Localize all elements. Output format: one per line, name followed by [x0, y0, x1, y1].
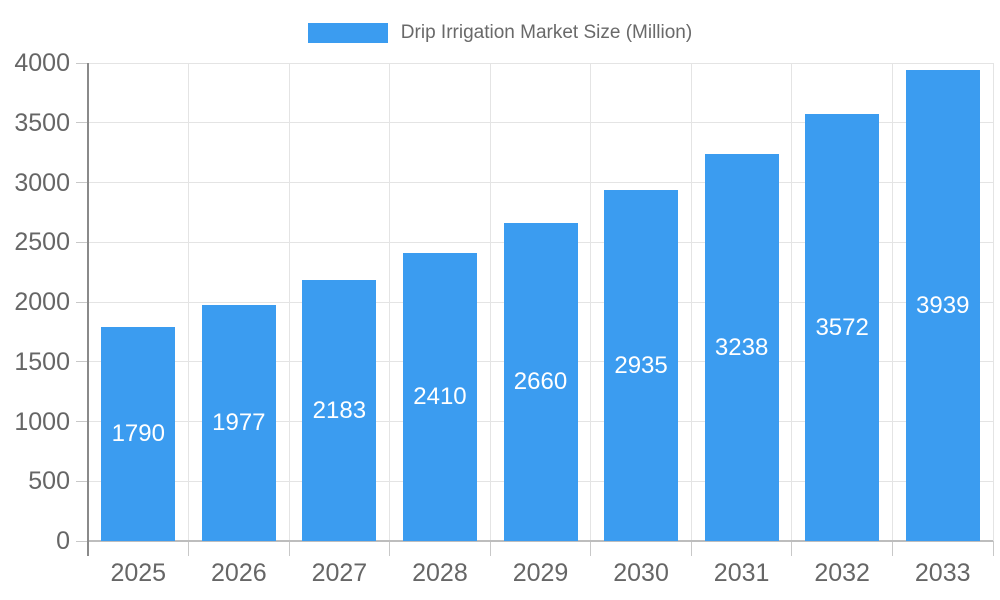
y-axis-label: 1000 — [14, 407, 70, 436]
bar-2028[interactable] — [402, 253, 477, 541]
bar-value-label: 2410 — [413, 383, 467, 410]
bar-value-label: 2935 — [614, 351, 668, 379]
bar-value-label: 1790 — [111, 420, 165, 448]
bar-2026[interactable] — [201, 304, 276, 541]
gridline-horizontal — [88, 62, 993, 64]
gridline-horizontal — [88, 182, 993, 183]
bar-2027[interactable] — [302, 280, 377, 541]
bar-2031[interactable] — [704, 154, 779, 541]
x-axis-tick — [288, 541, 290, 556]
bar-value-label: 2660 — [513, 368, 568, 396]
x-axis-tick — [791, 541, 793, 556]
y-axis-tick — [76, 421, 88, 422]
legend-item[interactable]: Drip Irrigation Market Size (Million) — [307, 21, 693, 45]
bar-2030[interactable] — [604, 190, 679, 541]
x-axis-label: 2031 — [713, 559, 770, 587]
bar-value-label: 3238 — [714, 333, 769, 361]
x-axis-tick — [992, 541, 994, 556]
y-axis-tick — [76, 301, 88, 303]
x-axis-tick — [590, 541, 592, 556]
gridline-vertical — [590, 63, 592, 541]
y-axis-tick — [76, 540, 88, 542]
bar-2032[interactable] — [805, 114, 880, 541]
bar-2029[interactable] — [503, 223, 578, 541]
x-axis-label: 2030 — [613, 559, 669, 587]
x-axis-label: 2025 — [110, 559, 167, 587]
bar-2025[interactable] — [101, 327, 176, 541]
gridline-vertical — [389, 63, 391, 541]
x-axis-tick — [389, 541, 391, 556]
y-axis-label: 2000 — [14, 288, 70, 316]
x-axis-label: 2028 — [412, 559, 468, 587]
gridline-vertical — [489, 63, 491, 541]
legend-swatch-icon — [307, 23, 388, 43]
bar-value-label: 1977 — [212, 408, 266, 436]
x-axis-label: 2027 — [311, 559, 368, 587]
gridline-vertical — [791, 63, 793, 541]
y-axis-label: 3000 — [14, 168, 70, 197]
y-axis-label: 4000 — [14, 49, 70, 77]
y-axis-tick — [76, 241, 88, 243]
x-axis-tick — [891, 541, 893, 556]
x-axis-label: 2026 — [211, 559, 267, 587]
gridline-vertical — [690, 63, 692, 541]
y-axis-tick — [76, 361, 88, 363]
y-axis-tick — [76, 182, 88, 183]
bar-2033[interactable] — [905, 70, 980, 541]
x-axis-tick — [188, 541, 190, 556]
gridline-vertical — [288, 63, 290, 541]
gridline-vertical — [891, 63, 893, 541]
gridline-vertical — [992, 63, 994, 541]
gridline-horizontal — [88, 122, 993, 124]
gridline-vertical — [188, 63, 190, 541]
bar-value-label: 3572 — [815, 313, 869, 341]
y-axis-label: 1500 — [14, 347, 70, 376]
bar-value-label: 2183 — [312, 396, 367, 424]
y-axis-label: 2500 — [14, 228, 70, 257]
y-axis-label: 500 — [28, 467, 70, 496]
x-axis-label: 2033 — [914, 559, 971, 587]
x-axis-label: 2029 — [512, 559, 569, 587]
y-axis-tick — [76, 122, 88, 124]
x-axis-tick — [489, 541, 491, 556]
x-axis-tick — [690, 541, 692, 556]
y-axis-label: 3500 — [14, 108, 70, 137]
bar-value-label: 3939 — [916, 291, 970, 319]
legend-label: Drip Irrigation Market Size (Million) — [400, 22, 693, 43]
x-axis-line — [88, 540, 993, 542]
y-axis-line — [87, 63, 89, 556]
y-axis-tick — [76, 62, 88, 64]
y-axis-tick — [76, 480, 88, 482]
y-axis-label: 0 — [56, 527, 70, 555]
legend: Drip Irrigation Market Size (Million) — [0, 21, 1000, 45]
x-axis-label: 2032 — [814, 559, 870, 587]
